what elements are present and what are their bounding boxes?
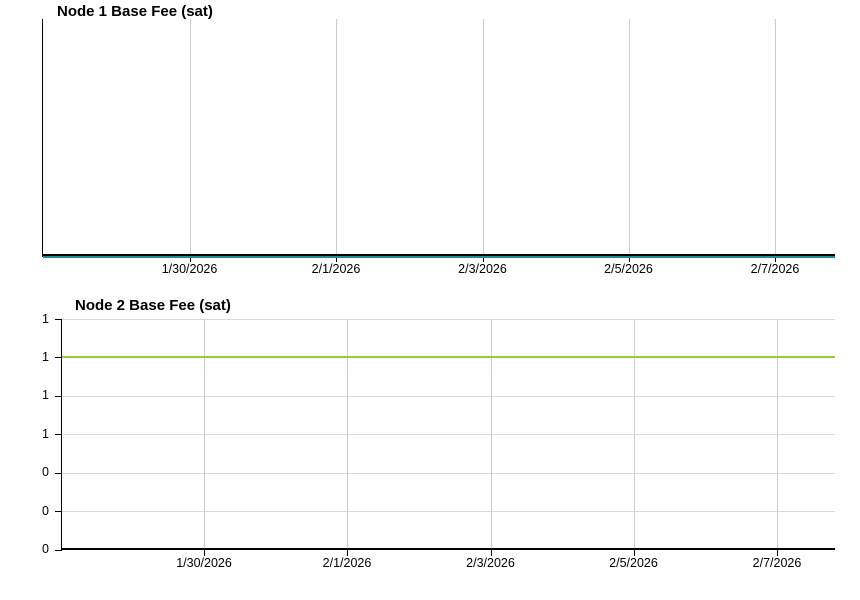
y-axis-tick [55, 395, 62, 397]
x-grid-line [775, 19, 776, 256]
x-axis-tick [482, 255, 484, 262]
y-axis-tick [55, 434, 62, 436]
x-axis-tick [204, 549, 205, 556]
x-grid-line [482, 19, 484, 256]
x-axis-tick [628, 255, 630, 262]
y-axis-tick [55, 357, 62, 359]
x-axis-tick-label: 1/30/2026 [161, 262, 218, 276]
x-axis-line [41, 254, 835, 256]
y-axis-tick [55, 511, 62, 513]
y-grid-line [62, 434, 835, 436]
node-1-chart-title: Node 1 Base Fee (sat) [57, 3, 213, 20]
y-axis-line [41, 19, 43, 257]
y-axis-line [60, 319, 62, 551]
y-axis-tick-label: 0 [42, 542, 49, 556]
y-axis-tick [55, 549, 62, 551]
x-axis-tick-label: 2/5/2026 [609, 556, 658, 570]
y-grid-line [62, 319, 835, 320]
y-axis-tick-label: 0 [42, 465, 49, 480]
x-axis-line [60, 548, 835, 550]
x-axis-tick [189, 255, 191, 262]
y-axis-tick-label: 0 [42, 503, 49, 518]
x-axis-tick [633, 549, 635, 556]
y-grid-line [62, 395, 835, 397]
series-line-node1 [43, 255, 835, 258]
y-grid-line [62, 472, 835, 474]
y-axis-tick [55, 472, 62, 474]
x-axis-tick-label: 2/5/2026 [604, 262, 653, 276]
x-grid-line [189, 19, 191, 256]
y-axis-tick-label: 1 [42, 349, 49, 364]
x-axis-tick [777, 549, 778, 556]
x-axis-tick [336, 255, 337, 262]
x-axis-tick-label: 2/3/2026 [466, 556, 515, 570]
x-axis-tick-label: 2/7/2026 [750, 262, 800, 276]
x-axis-tick [347, 549, 348, 556]
x-axis-tick [490, 549, 492, 556]
y-axis-tick-label: 1 [42, 426, 49, 441]
x-axis-tick-label: 2/1/2026 [322, 556, 372, 570]
x-axis-tick-label: 2/1/2026 [311, 262, 361, 276]
x-axis-tick-label: 1/30/2026 [176, 556, 232, 570]
x-axis-tick-label: 2/7/2026 [752, 556, 802, 570]
x-grid-line [628, 19, 630, 256]
x-axis-tick-label: 2/3/2026 [458, 262, 507, 276]
y-axis-tick-label: 1 [42, 388, 49, 403]
y-axis-tick-label: 1 [42, 311, 49, 326]
x-grid-line [336, 19, 337, 256]
node-2-chart-title: Node 2 Base Fee (sat) [75, 297, 231, 314]
y-axis-tick [55, 319, 62, 320]
x-axis-tick [775, 255, 776, 262]
series-line-node2 [62, 356, 835, 359]
y-grid-line [62, 511, 835, 513]
